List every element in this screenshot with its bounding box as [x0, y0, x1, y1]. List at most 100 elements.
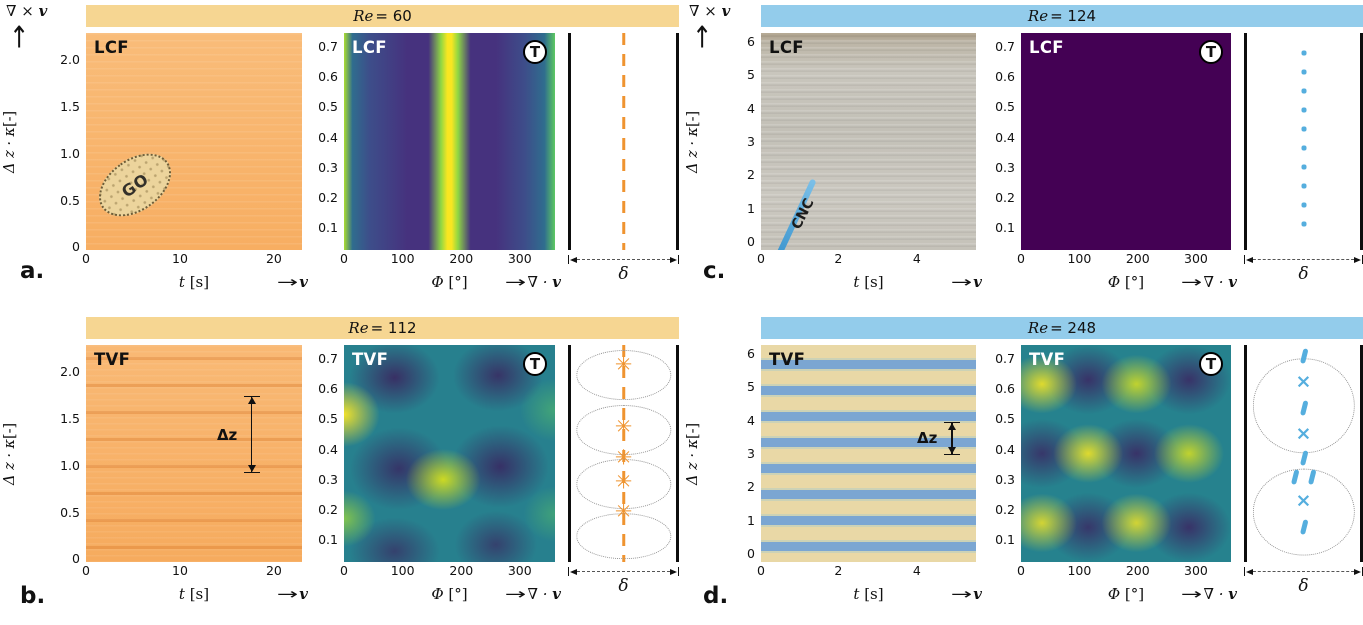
x-axis-label: t [s] → v — [178, 273, 308, 291]
delta-label: δ — [618, 576, 629, 596]
heatmap-x-tick-labels: 0 100 200 300 — [340, 250, 555, 270]
gap-width-arrow — [1244, 567, 1363, 576]
x-tick-label: 200 — [1125, 563, 1150, 578]
vortex-marker-icon: ✳ — [614, 469, 633, 494]
reynolds-band: Re = 112 — [86, 317, 679, 339]
gap-width-arrow — [1244, 255, 1363, 264]
re-value: = 124 — [1050, 7, 1097, 25]
right-arrowhead-icon — [1354, 256, 1361, 263]
y-tick-label: 3 — [747, 445, 755, 461]
flow-direction-arrow-icon: → — [950, 273, 972, 291]
y-tick-label: 5 — [747, 378, 755, 394]
temperature-badge: T — [1199, 352, 1223, 376]
re-value: = 60 — [375, 7, 412, 25]
x-tick-label: 4 — [912, 563, 921, 578]
spacetime-plot: TVF Δz — [761, 345, 976, 562]
curl-axis-label: ∇ × v ↑ — [689, 2, 731, 55]
x-tick-label: 2 — [834, 563, 843, 578]
vortex-marker-icon — [575, 404, 672, 455]
up-arrowhead-icon — [247, 396, 256, 404]
y-tick-label: 0.7 — [995, 350, 1015, 366]
flow-regime-label: LCF — [352, 38, 387, 57]
y-tick-label: 0.5 — [995, 411, 1015, 427]
reynolds-band: Re = 248 — [761, 317, 1363, 339]
delta-label: δ — [1298, 264, 1309, 284]
y-tick-label: 0.5 — [60, 193, 80, 209]
up-arrow-icon: ↑ — [9, 19, 30, 55]
y-tick-label: 0.5 — [318, 411, 338, 427]
panel-b: Re = 112 Δ z · κ [-] 2.0 1.5 1.0 0.5 0 b. TV… — [0, 312, 683, 625]
x-tick-label: 100 — [390, 251, 415, 266]
temperature-badge: T — [1199, 40, 1223, 64]
y-tick-labels: 2.0 1.5 1.0 0.5 0 — [0, 33, 86, 252]
down-arrowhead-icon — [947, 446, 956, 454]
x-tick-label: 0 — [340, 251, 348, 266]
y-tick-label: 0.2 — [995, 189, 1015, 205]
y-tick-label: 0.3 — [318, 159, 338, 175]
heatmap-x-tick-labels: 0 100 200 300 — [1017, 562, 1231, 582]
right-arrowhead-icon — [1354, 568, 1361, 575]
y-tick-label: 0.3 — [995, 159, 1015, 175]
x-tick-label: 10 — [172, 563, 188, 578]
x-tick-label: 0 — [82, 563, 90, 578]
y-tick-label: 0.2 — [318, 501, 338, 517]
y-tick-label: 3 — [747, 133, 755, 149]
divergence-arrow-icon: → — [1180, 273, 1202, 291]
heatmap-x-axis-label: Φ [°] → ∇ · v — [431, 585, 561, 603]
panel-letter: c. — [703, 258, 726, 284]
divergence-arrow-icon: → — [504, 273, 526, 291]
gap-width-axis: δ — [1244, 250, 1363, 296]
outer-wall-line — [568, 33, 571, 250]
y-tick-labels: 2.0 1.5 1.0 0.5 0 — [0, 345, 86, 564]
x-tick-label: 20 — [265, 563, 282, 578]
left-arrowhead-icon — [1246, 568, 1253, 575]
heatmap-x-tick-labels: 0 100 200 300 — [340, 562, 555, 582]
y-tick-label: 2 — [747, 479, 755, 495]
flow-regime-label: TVF — [94, 350, 131, 369]
y-tick-label: 2.0 — [60, 363, 80, 379]
temperature-heatmap: TVF T — [344, 345, 555, 562]
x-tick-label: 200 — [449, 563, 474, 578]
x-tick-label: 0 — [340, 563, 348, 578]
y-tick-label: 0.4 — [995, 129, 1015, 145]
inner-wall-line — [1360, 33, 1363, 250]
temperature-heatmap: LCF T — [344, 33, 555, 250]
x-axis-label: t [s] → v — [853, 273, 982, 291]
divergence-arrow-icon: → — [504, 585, 526, 603]
x-tick-label: 100 — [390, 563, 415, 578]
outer-wall-line — [1244, 33, 1247, 250]
up-arrowhead-icon — [947, 423, 956, 431]
vortex-marker-icon: × — [1295, 489, 1312, 512]
vortex-marker-icon — [575, 458, 672, 509]
x-tick-label: 2 — [834, 251, 843, 266]
x-tick-label: 100 — [1067, 251, 1092, 266]
y-tick-label: 0.4 — [318, 441, 338, 457]
axial-dashed-line — [621, 33, 626, 250]
vortex-marker-icon — [575, 350, 672, 401]
heatmap-y-tick-labels: 0.7 0.6 0.5 0.4 0.3 0.2 0.1 — [976, 345, 1021, 562]
gap-schematic — [568, 33, 679, 250]
go-label: GO — [117, 168, 152, 201]
y-tick-label: 0 — [747, 233, 755, 249]
y-tick-labels: 6 5 4 3 2 1 0 — [683, 33, 761, 250]
y-tick-label: 6 — [747, 345, 755, 361]
y-tick-label: 0.5 — [60, 505, 80, 521]
y-tick-label: 0.5 — [995, 99, 1015, 115]
left-arrowhead-icon — [570, 256, 577, 263]
vortex-marker-icon: × — [1295, 370, 1312, 393]
temperature-heatmap: TVF T — [1021, 345, 1231, 562]
y-tick-label: 0.2 — [995, 501, 1015, 517]
vortex-marker-icon: ✳ — [614, 352, 633, 377]
gap-width-axis: δ — [568, 562, 679, 608]
spacetime-plot: LCF GO — [86, 33, 302, 250]
x-axis-label: t [s] → v — [853, 585, 982, 603]
y-tick-label: 0.3 — [995, 471, 1015, 487]
y-tick-label: 0.7 — [318, 38, 338, 54]
curl-axis-label: ∇ × v ↑ — [6, 2, 48, 55]
flow-regime-label: TVF — [1029, 350, 1066, 369]
vortex-marker-icon — [575, 513, 672, 559]
vortex-schematic: × × × — [1244, 345, 1363, 562]
vortex-markers: × × × — [1244, 345, 1363, 562]
